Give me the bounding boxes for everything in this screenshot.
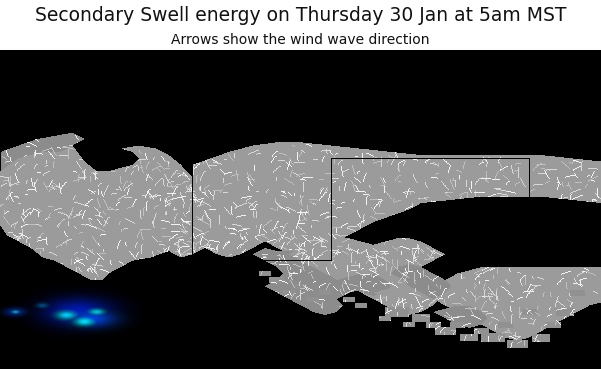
Text: Secondary Swell energy on Thursday 30 Jan at 5am MST: Secondary Swell energy on Thursday 30 Ja… <box>35 6 566 25</box>
Text: Arrows show the wind wave direction: Arrows show the wind wave direction <box>171 33 430 47</box>
